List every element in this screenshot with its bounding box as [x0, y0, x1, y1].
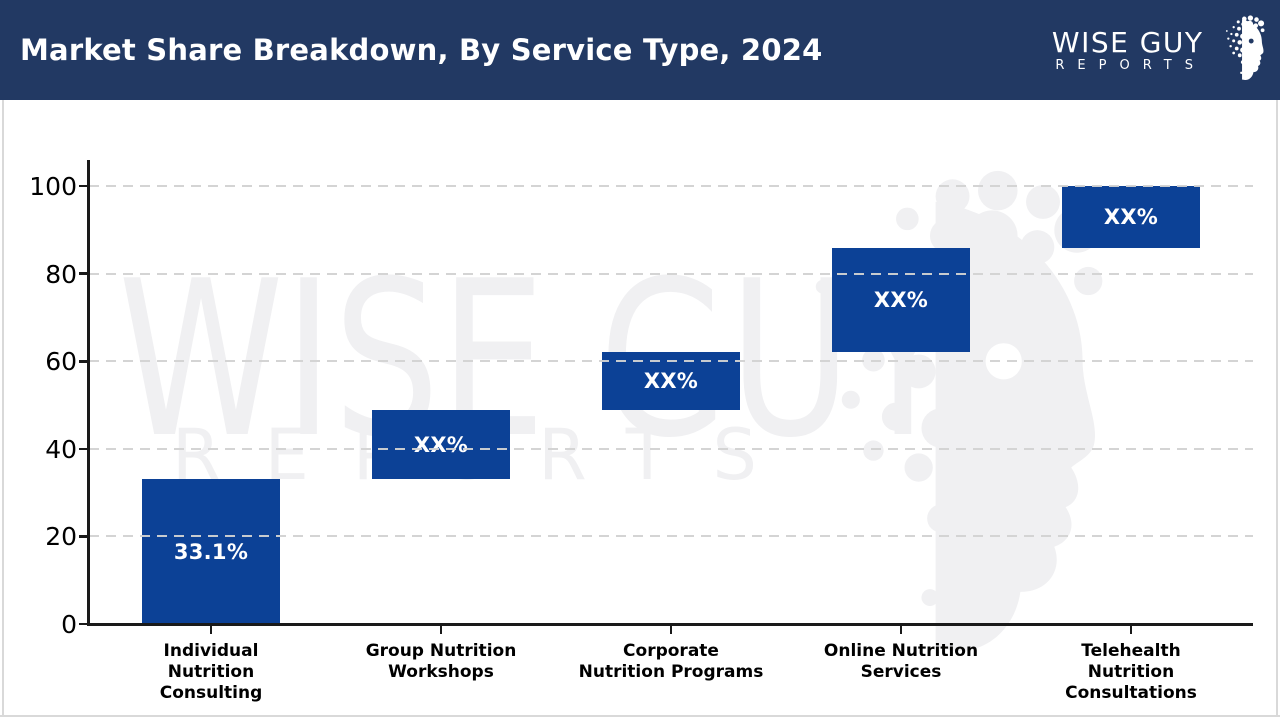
x-tick-mark: [670, 626, 672, 634]
x-category-label: Telehealth Nutrition Consultations: [1065, 641, 1197, 703]
wiseguy-logo-text: WISE GUY REPORTS: [1049, 25, 1206, 74]
x-tick-mark: [210, 626, 212, 634]
frame-border-left: [2, 100, 4, 716]
y-tick-mark: [79, 184, 88, 188]
chart-title: Market Share Breakdown, By Service Type,…: [20, 33, 823, 67]
bar-segment: XX%: [372, 410, 510, 480]
gridline-60: [89, 360, 1253, 363]
bar-segment: XX%: [832, 248, 970, 353]
bar-segment: XX%: [1062, 186, 1200, 249]
gridline-80: [89, 272, 1253, 275]
wiseguy-logo: WISE GUY REPORTS: [1049, 15, 1280, 85]
y-tick-label: 20: [45, 522, 77, 552]
x-category-label: Corporate Nutrition Programs: [578, 641, 764, 682]
logo-reports-label: REPORTS: [1055, 58, 1206, 74]
y-tick-mark: [79, 447, 88, 451]
x-category-label: Group Nutrition Workshops: [365, 641, 517, 682]
y-tick-label: 80: [45, 259, 77, 289]
y-tick-mark: [79, 622, 88, 626]
y-tick-mark: [79, 535, 88, 538]
bar-value-label: XX%: [413, 432, 469, 457]
bar-value-label: XX%: [1103, 205, 1159, 230]
wiseguy-head-icon: [1225, 15, 1265, 81]
frame-border-bottom: [0, 715, 1280, 717]
frame-border-right: [1276, 100, 1278, 716]
y-tick-label: 40: [45, 434, 77, 464]
gridline-40: [89, 447, 1253, 450]
gridline-100: [89, 185, 1253, 187]
logo-wiseguy-label: WISE GUY: [1051, 25, 1204, 59]
x-tick-mark: [1130, 626, 1132, 634]
x-category-label: Online Nutrition Services: [823, 641, 979, 682]
y-tick-label: 100: [29, 172, 77, 201]
watermark-wiseguy-text: WISE GUY: [118, 234, 955, 485]
bar-value-label: XX%: [643, 369, 699, 394]
x-axis-line: [87, 622, 1253, 626]
y-tick-mark: [79, 360, 88, 363]
x-tick-mark: [440, 626, 442, 634]
x-tick-mark: [900, 626, 902, 634]
y-tick-label: 60: [45, 347, 77, 377]
bar-value-label: XX%: [873, 288, 929, 313]
y-axis-spine: [87, 160, 90, 626]
gridline-20: [89, 535, 1253, 538]
x-category-label: Individual Nutrition Consulting: [159, 641, 263, 703]
bar-value-label: 33.1%: [173, 539, 249, 564]
y-tick-label: 0: [61, 610, 77, 639]
y-tick-mark: [79, 272, 88, 275]
bar-segment: 33.1%: [142, 479, 280, 624]
header-banner: Market Share Breakdown, By Service Type,…: [0, 0, 1280, 100]
